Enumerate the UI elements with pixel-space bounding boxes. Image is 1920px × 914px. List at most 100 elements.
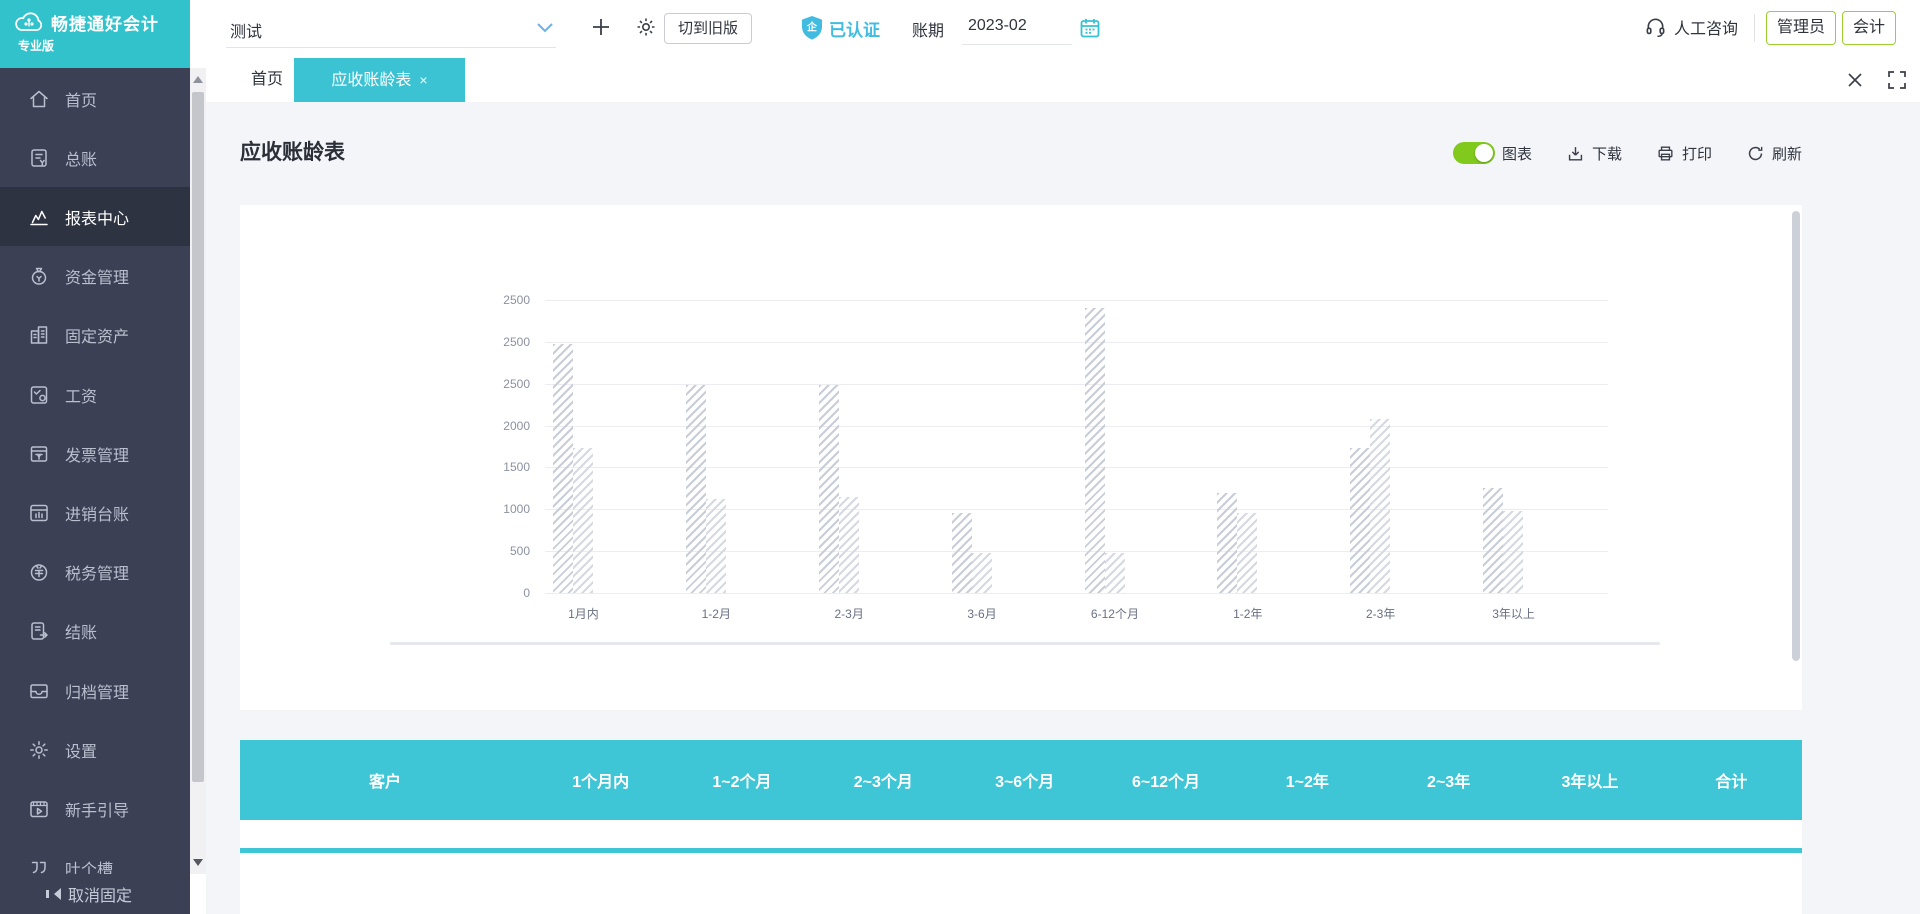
sidebar-item-6[interactable]: 工资 <box>0 365 190 424</box>
main-area: 测试 切到旧版 企 已认证 账期 2023-02 <box>206 0 1920 914</box>
table-header-cell-7[interactable]: 1~2年 <box>1285 774 1329 791</box>
feedback-icon <box>27 856 51 874</box>
refresh-button[interactable]: 刷新 <box>1746 143 1802 164</box>
topbar: 测试 切到旧版 企 已认证 账期 2023-02 <box>206 0 1920 58</box>
sidebar-item-label: 新手引导 <box>65 802 130 820</box>
download-button[interactable]: 下载 <box>1566 143 1622 164</box>
table-header-cell-5[interactable]: 3~6个月 <box>995 774 1055 791</box>
bar-2-3年-series1[interactable] <box>1350 448 1371 593</box>
bar-1-2年-series2[interactable] <box>1237 512 1258 593</box>
bar-3-6月-series1[interactable] <box>951 513 972 593</box>
close-all-tabs-icon[interactable] <box>1844 69 1866 91</box>
chart-toggle-control[interactable]: 图表 <box>1452 142 1532 164</box>
y-axis-tick-label: 2500 <box>503 293 530 307</box>
sidebar-scroll-track[interactable] <box>190 68 206 874</box>
sidebar-item-label: 总账 <box>65 151 98 169</box>
tab-receivable-aging[interactable]: 应收账龄表 × <box>294 58 465 102</box>
x-axis-tick-label: 3年以上 <box>1492 607 1535 621</box>
tax-icon <box>27 560 51 584</box>
sidebar-item-label: 进销台账 <box>65 506 130 524</box>
support-label: 人工咨询 <box>1674 21 1739 38</box>
sidebar-item-5[interactable]: 固定资产 <box>0 306 190 365</box>
bar-2-3月-series1[interactable] <box>818 385 839 593</box>
sidebar-item-label: 税务管理 <box>65 566 130 584</box>
sidebar-item-label: 工资 <box>65 388 98 406</box>
bar-3-6月-series2[interactable] <box>971 552 992 593</box>
shield-certified-icon: 企 <box>800 15 824 41</box>
sidebar-item-12[interactable]: 设置 <box>0 720 190 779</box>
fullscreen-icon[interactable] <box>1886 69 1908 91</box>
period-label: 账期 <box>912 23 945 40</box>
sidebar-item-9[interactable]: 税务管理 <box>0 543 190 602</box>
brand-logo[interactable]: 畅捷通好会计 专业版 <box>0 0 190 68</box>
bar-2-3年-series2[interactable] <box>1370 418 1391 593</box>
chart-gridline <box>545 341 1608 343</box>
add-account-set-button[interactable] <box>589 15 615 41</box>
sidebar-scrollbar[interactable] <box>190 0 206 914</box>
sidebar-scroll-thumb[interactable] <box>192 92 204 782</box>
calendar-icon[interactable] <box>1078 16 1104 42</box>
panel-scroll-thumb[interactable] <box>1792 211 1800 661</box>
gear-icon[interactable] <box>634 15 660 41</box>
table-header-cell-1[interactable]: 客户 <box>368 774 401 791</box>
period-value[interactable]: 2023-02 <box>968 17 1027 34</box>
sidebar-item-14[interactable]: 吐个槽 <box>0 839 190 874</box>
table-header-cell-3[interactable]: 1~2个月 <box>712 774 772 791</box>
role-admin-button[interactable]: 管理员 <box>1766 11 1837 45</box>
table-header-cell-4[interactable]: 2~3个月 <box>853 774 913 791</box>
bar-6-12个月-series1[interactable] <box>1084 308 1105 593</box>
bar-2-3月-series2[interactable] <box>838 496 859 593</box>
bar-1月内-series1[interactable] <box>553 343 573 593</box>
page-title: 应收账龄表 <box>240 141 345 164</box>
sidebar-item-4[interactable]: 资金管理 <box>0 247 190 306</box>
certified-label: 已认证 <box>829 20 880 40</box>
sidebar-item-3[interactable]: 报表中心 <box>0 187 190 247</box>
bar-1月内-series2[interactable] <box>573 448 593 593</box>
unpin-sidebar-button[interactable]: 取消固定 <box>0 874 190 914</box>
scroll-up-arrow-icon[interactable] <box>193 76 203 83</box>
chevron-down-icon[interactable] <box>536 22 562 48</box>
settings-icon <box>27 738 51 762</box>
certified-badge[interactable]: 企 已认证 <box>800 15 880 41</box>
tab-home[interactable]: 首页 <box>250 71 283 88</box>
tab-close-icon[interactable]: × <box>419 72 428 88</box>
sidebar-item-8[interactable]: 进销台账 <box>0 483 190 542</box>
download-icon <box>1566 144 1585 163</box>
scroll-down-arrow-icon[interactable] <box>193 859 203 866</box>
y-axis-tick-label: 2500 <box>503 334 530 349</box>
headset-icon <box>1644 16 1667 39</box>
bar-1-2月-series2[interactable] <box>705 499 726 593</box>
refresh-label: 刷新 <box>1771 145 1802 163</box>
print-button[interactable]: 打印 <box>1656 143 1712 164</box>
bar-1-2年-series1[interactable] <box>1217 493 1238 593</box>
bar-6-12个月-series2[interactable] <box>1104 552 1125 593</box>
table-header-cell-8[interactable]: 2~3年 <box>1427 774 1471 791</box>
table-header-cell-9[interactable]: 3年以上 <box>1561 774 1619 791</box>
support-button[interactable]: 人工咨询 <box>1644 15 1738 39</box>
brand-name: 畅捷通好会计 <box>51 15 159 34</box>
table-header-cell-10[interactable]: 合计 <box>1715 774 1748 791</box>
account-select[interactable]: 测试 <box>230 24 263 41</box>
sidebar-menu: 首页总账报表中心 资金管理 固定资产工资发票管理进销台账税务管理结账 归档管理 设置新手… <box>0 68 190 874</box>
sidebar-item-10[interactable]: 结账 <box>0 602 190 661</box>
sidebar-item-1[interactable]: 首页 <box>0 69 190 128</box>
cloud-logo-icon <box>14 11 44 35</box>
table-header-cell-2[interactable]: 1个月内 <box>572 774 630 791</box>
chart-toggle-switch[interactable] <box>1452 142 1495 164</box>
bar-3年以上-series2[interactable] <box>1503 510 1524 593</box>
payroll-icon <box>27 383 51 407</box>
inventory-icon <box>27 501 51 525</box>
role-accounting-button[interactable]: 会计 <box>1842 11 1897 45</box>
table-header-cell-6[interactable]: 6~12个月 <box>1131 774 1200 791</box>
tabbar: 首页 应收账龄表 × <box>206 58 1920 102</box>
chart-gridline <box>545 551 1608 553</box>
bar-1-2月-series1[interactable] <box>685 385 706 593</box>
sidebar-item-7[interactable]: 发票管理 <box>0 424 190 483</box>
chart-datazoom-slider[interactable] <box>390 642 1660 645</box>
sidebar-item-13[interactable]: 新手引导 <box>0 779 190 838</box>
bar-3年以上-series1[interactable] <box>1483 488 1504 593</box>
sidebar-item-11[interactable]: 归档管理 <box>0 661 190 720</box>
sidebar-item-2[interactable]: 总账 <box>0 128 190 187</box>
switch-old-version-button[interactable]: 切到旧版 <box>664 13 753 44</box>
